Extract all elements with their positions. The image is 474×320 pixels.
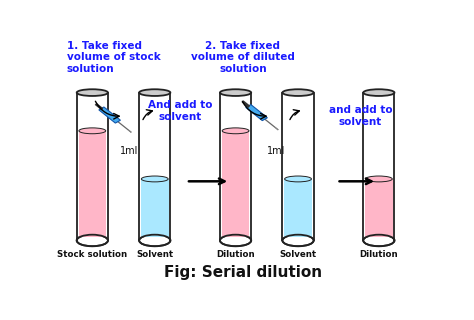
Ellipse shape [77,89,108,96]
Ellipse shape [141,176,168,182]
Bar [79,131,106,237]
Text: Dilution: Dilution [360,250,398,259]
Bar [222,131,249,237]
Text: 1ml: 1ml [267,146,285,156]
Bar [139,92,170,240]
Ellipse shape [365,176,392,182]
Ellipse shape [222,128,249,134]
Text: 1ml: 1ml [120,146,138,156]
Ellipse shape [284,176,311,182]
Text: And add to
solvent: And add to solvent [148,100,213,122]
Ellipse shape [139,89,170,96]
Bar [77,92,108,240]
Text: Dilution: Dilution [216,250,255,259]
Ellipse shape [363,235,394,246]
Text: 1. Take fixed
volume of stock
solution: 1. Take fixed volume of stock solution [66,41,160,74]
Bar [141,179,169,237]
Ellipse shape [220,89,251,96]
Text: Fig: Serial dilution: Fig: Serial dilution [164,265,322,280]
Ellipse shape [283,89,314,96]
Ellipse shape [139,235,170,246]
Ellipse shape [79,128,106,134]
Bar [284,179,312,237]
Bar [283,92,314,240]
Ellipse shape [77,235,108,246]
Text: 2. Take fixed
volume of diluted
solution: 2. Take fixed volume of diluted solution [191,41,295,74]
Text: and add to
solvent: and add to solvent [328,105,392,126]
Bar [365,179,392,237]
Text: Solvent: Solvent [136,250,173,259]
Text: Stock solution: Stock solution [57,250,128,259]
Ellipse shape [220,235,251,246]
Polygon shape [246,105,267,121]
Bar [220,92,251,240]
Ellipse shape [363,89,394,96]
Ellipse shape [283,235,314,246]
Bar [363,92,394,240]
Text: Solvent: Solvent [280,250,317,259]
Polygon shape [99,107,120,123]
